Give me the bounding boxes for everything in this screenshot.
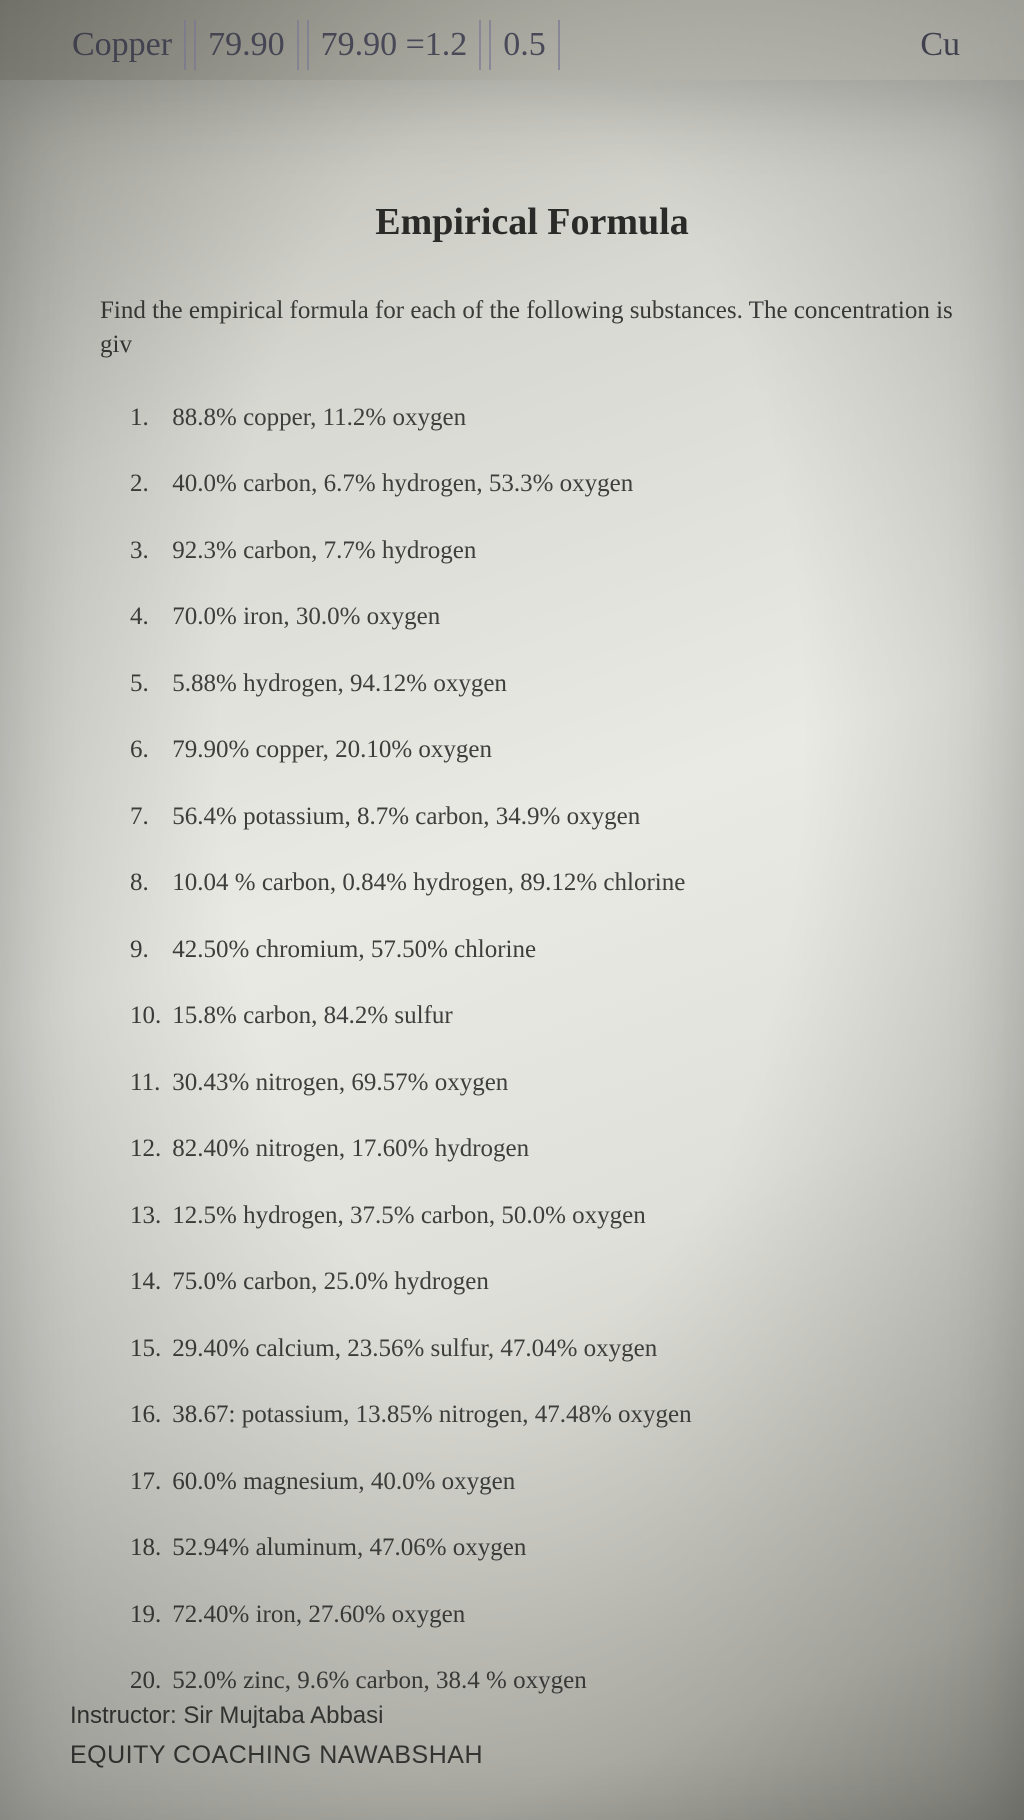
handwritten-notes: Copper 79.90 79.90 =1.2 0.5 Cu bbox=[60, 10, 960, 80]
list-item: 8. 10.04 % carbon, 0.84% hydrogen, 89.12… bbox=[130, 867, 964, 900]
organization-line: EQUITY COACHING NAWABSHAH bbox=[70, 1735, 483, 1775]
instructions-text: Find the empirical formula for each of t… bbox=[100, 294, 964, 362]
list-item: 13. 12.5% hydrogen, 37.5% carbon, 50.0% … bbox=[130, 1200, 964, 1233]
item-text: 82.40% nitrogen, 17.60% hydrogen bbox=[172, 1135, 529, 1162]
item-text: 70.0% iron, 30.0% oxygen bbox=[172, 603, 440, 630]
list-item: 6. 79.90% copper, 20.10% oxygen bbox=[130, 734, 964, 767]
item-number: 4. bbox=[130, 601, 166, 634]
list-item: 14. 75.0% carbon, 25.0% hydrogen bbox=[130, 1266, 964, 1299]
item-number: 6. bbox=[130, 734, 166, 767]
page-title: Empirical Formula bbox=[100, 200, 964, 244]
instructor-line: Instructor: Sir Mujtaba Abbasi bbox=[70, 1697, 483, 1735]
item-text: 88.8% copper, 11.2% oxygen bbox=[172, 404, 466, 431]
list-item: 18. 52.94% aluminum, 47.06% oxygen bbox=[130, 1532, 964, 1565]
item-text: 40.0% carbon, 6.7% hydrogen, 53.3% oxyge… bbox=[172, 470, 633, 497]
list-item: 17. 60.0% magnesium, 40.0% oxygen bbox=[130, 1466, 964, 1499]
item-number: 2. bbox=[130, 468, 166, 501]
list-item: 15. 29.40% calcium, 23.56% sulfur, 47.04… bbox=[130, 1333, 964, 1366]
item-number: 14. bbox=[130, 1266, 166, 1299]
item-number: 20. bbox=[130, 1665, 166, 1698]
problem-list: 1. 88.8% copper, 11.2% oxygen 2. 40.0% c… bbox=[130, 402, 964, 1698]
list-item: 5. 5.88% hydrogen, 94.12% oxygen bbox=[130, 668, 964, 701]
item-number: 7. bbox=[130, 801, 166, 834]
item-text: 52.0% zinc, 9.6% carbon, 38.4 % oxygen bbox=[172, 1667, 586, 1694]
item-text: 5.88% hydrogen, 94.12% oxygen bbox=[172, 670, 507, 697]
item-text: 52.94% aluminum, 47.06% oxygen bbox=[172, 1534, 526, 1561]
item-number: 19. bbox=[130, 1599, 166, 1632]
list-item: 10. 15.8% carbon, 84.2% sulfur bbox=[130, 1000, 964, 1033]
item-text: 72.40% iron, 27.60% oxygen bbox=[172, 1601, 465, 1628]
item-number: 5. bbox=[130, 668, 166, 701]
handwriting-cell-1: Copper bbox=[60, 20, 186, 70]
item-number: 12. bbox=[130, 1133, 166, 1166]
item-text: 38.67: potassium, 13.85% nitrogen, 47.48… bbox=[172, 1401, 691, 1428]
item-number: 3. bbox=[130, 535, 166, 568]
list-item: 2. 40.0% carbon, 6.7% hydrogen, 53.3% ox… bbox=[130, 468, 964, 501]
item-number: 9. bbox=[130, 934, 166, 967]
item-text: 29.40% calcium, 23.56% sulfur, 47.04% ox… bbox=[172, 1335, 657, 1362]
item-number: 17. bbox=[130, 1466, 166, 1499]
item-text: 12.5% hydrogen, 37.5% carbon, 50.0% oxyg… bbox=[172, 1202, 646, 1229]
item-number: 15. bbox=[130, 1333, 166, 1366]
handwriting-cell-4: 0.5 bbox=[489, 20, 560, 70]
item-text: 79.90% copper, 20.10% oxygen bbox=[172, 736, 492, 763]
item-text: 75.0% carbon, 25.0% hydrogen bbox=[172, 1268, 489, 1295]
item-number: 10. bbox=[130, 1000, 166, 1033]
item-text: 42.50% chromium, 57.50% chlorine bbox=[172, 936, 536, 963]
list-item: 20. 52.0% zinc, 9.6% carbon, 38.4 % oxyg… bbox=[130, 1665, 964, 1698]
list-item: 19. 72.40% iron, 27.60% oxygen bbox=[130, 1599, 964, 1632]
item-text: 30.43% nitrogen, 69.57% oxygen bbox=[172, 1069, 508, 1096]
item-number: 16. bbox=[130, 1399, 166, 1432]
list-item: 16. 38.67: potassium, 13.85% nitrogen, 4… bbox=[130, 1399, 964, 1432]
page-footer: Instructor: Sir Mujtaba Abbasi EQUITY CO… bbox=[70, 1697, 483, 1775]
item-text: 10.04 % carbon, 0.84% hydrogen, 89.12% c… bbox=[172, 869, 685, 896]
item-text: 60.0% magnesium, 40.0% oxygen bbox=[172, 1468, 515, 1495]
list-item: 3. 92.3% carbon, 7.7% hydrogen bbox=[130, 535, 964, 568]
item-number: 13. bbox=[130, 1200, 166, 1233]
list-item: 7. 56.4% potassium, 8.7% carbon, 34.9% o… bbox=[130, 801, 964, 834]
item-number: 1. bbox=[130, 402, 166, 435]
list-item: 11. 30.43% nitrogen, 69.57% oxygen bbox=[130, 1067, 964, 1100]
photo-background: Copper 79.90 79.90 =1.2 0.5 Cu Empirical… bbox=[0, 0, 1024, 1820]
list-item: 12. 82.40% nitrogen, 17.60% hydrogen bbox=[130, 1133, 964, 1166]
handwriting-cell-2: 79.90 bbox=[194, 20, 299, 70]
list-item: 9. 42.50% chromium, 57.50% chlorine bbox=[130, 934, 964, 967]
item-number: 11. bbox=[130, 1067, 166, 1100]
handwriting-cell-3: 79.90 =1.2 bbox=[307, 20, 482, 70]
list-item: 4. 70.0% iron, 30.0% oxygen bbox=[130, 601, 964, 634]
list-item: 1. 88.8% copper, 11.2% oxygen bbox=[130, 402, 964, 435]
handwriting-tail: Cu bbox=[920, 26, 960, 64]
item-text: 56.4% potassium, 8.7% carbon, 34.9% oxyg… bbox=[172, 803, 640, 830]
item-number: 18. bbox=[130, 1532, 166, 1565]
item-text: 92.3% carbon, 7.7% hydrogen bbox=[172, 537, 476, 564]
item-number: 8. bbox=[130, 867, 166, 900]
item-text: 15.8% carbon, 84.2% sulfur bbox=[172, 1002, 453, 1029]
worksheet-paper: Empirical Formula Find the empirical for… bbox=[0, 80, 1024, 1820]
